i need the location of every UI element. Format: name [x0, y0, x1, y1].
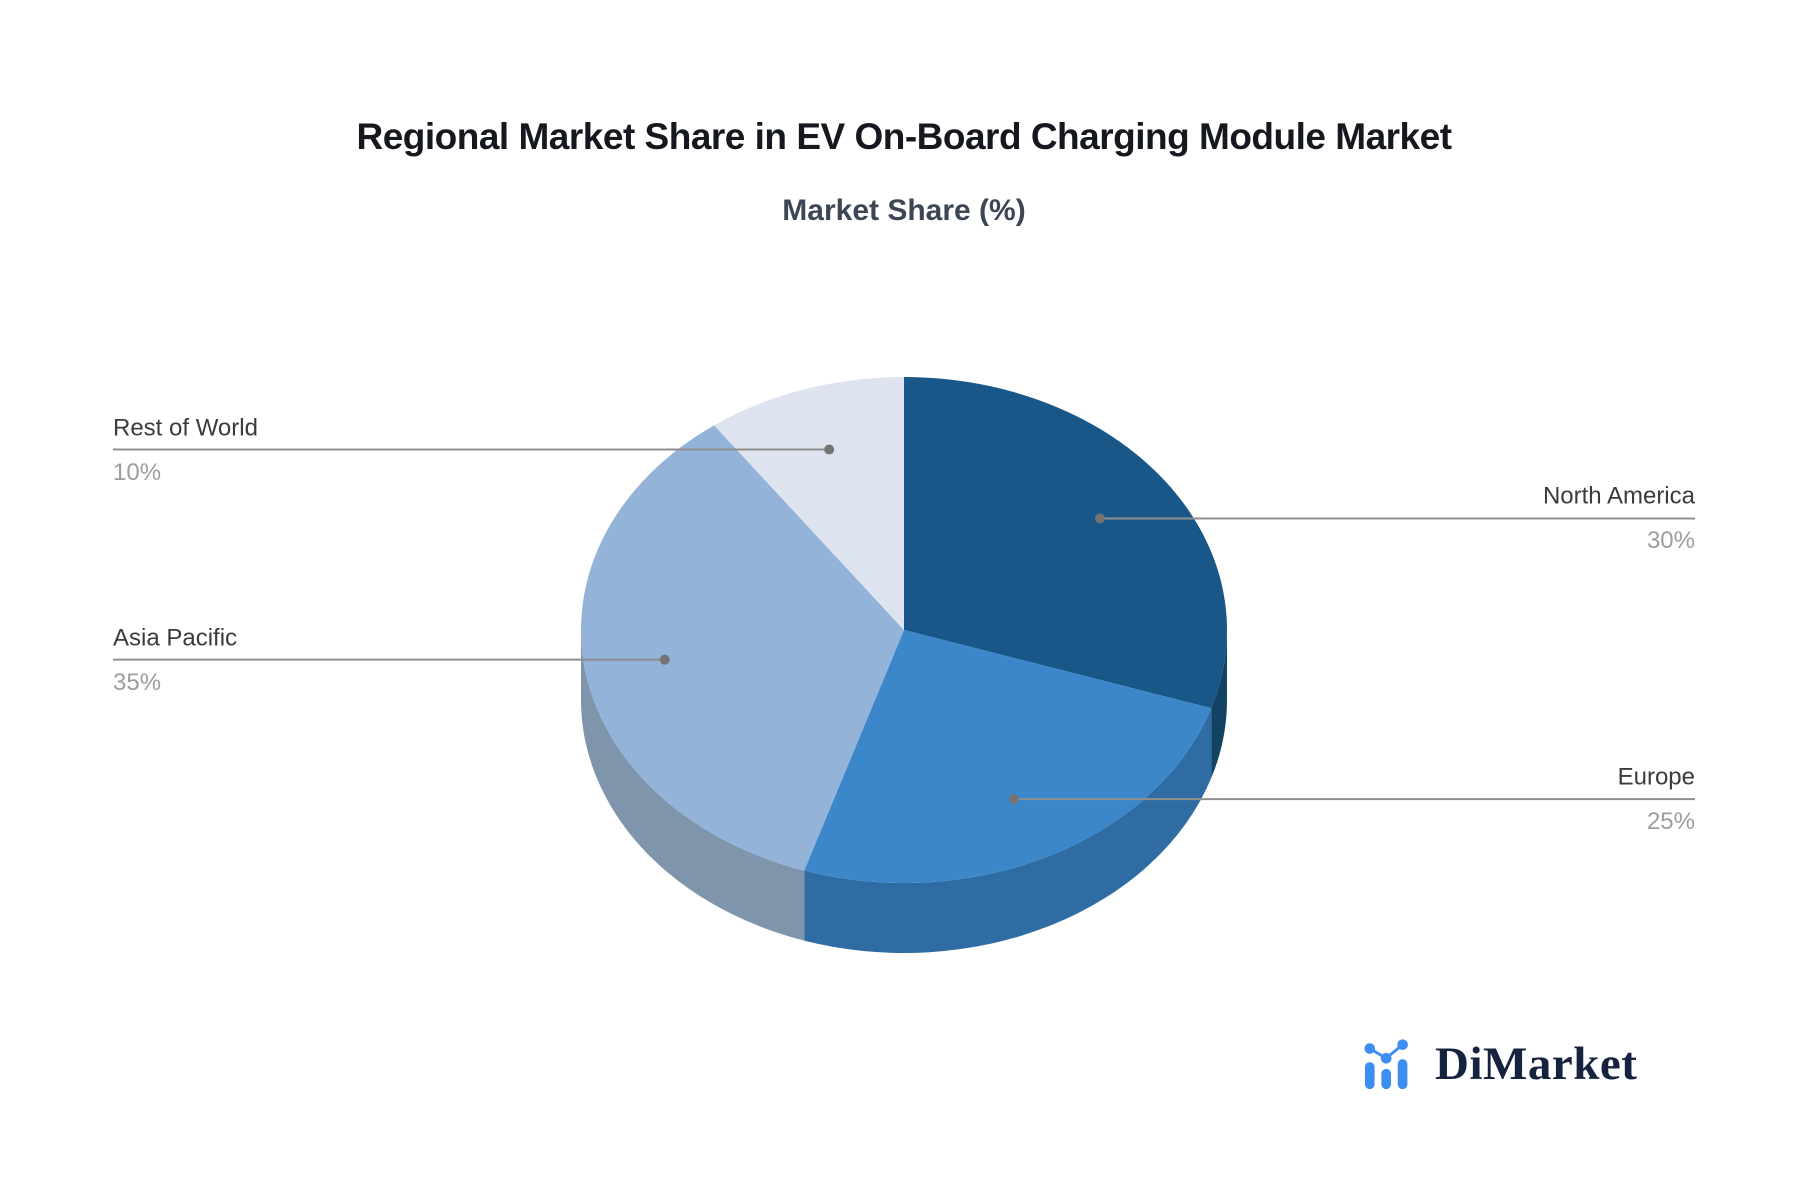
leader-dot-rest-of-world [824, 444, 835, 455]
slice-value-europe: 25% [1646, 808, 1695, 836]
leader-dot-europe [1008, 794, 1019, 805]
pie-slice-side-europe [804, 708, 1212, 953]
slice-value-rest-of-world: 10% [113, 458, 162, 486]
pie-slice-north-america [904, 377, 1227, 709]
slice-label-asia-pacific: Asia Pacific [113, 624, 238, 652]
brand-name: DiMarket [1435, 1038, 1638, 1090]
pie-slice-side-asia-pacific [581, 630, 805, 941]
brand-logo: DiMarket [1362, 1036, 1637, 1092]
slice-label-rest-of-world: Rest of World [113, 414, 258, 442]
pie-slice-side-north-america [1211, 630, 1227, 779]
bar-line-chart-icon [1364, 1039, 1408, 1090]
leader-dot-asia-pacific [659, 654, 670, 665]
slice-label-north-america: North America [1542, 483, 1695, 511]
slice-value-north-america: 30% [1646, 527, 1695, 555]
pie-slice-rest-of-world [714, 377, 904, 630]
leader-dot-north-america [1094, 513, 1105, 524]
chart-subtitle: Market Share (%) [782, 194, 1026, 227]
slice-value-asia-pacific: 35% [113, 668, 162, 696]
pie-slice-europe [804, 630, 1212, 883]
pie-slice-asia-pacific [580, 425, 904, 871]
chart-title: Regional Market Share in EV On-Board Cha… [356, 116, 1452, 157]
slice-label-europe: Europe [1617, 763, 1695, 791]
